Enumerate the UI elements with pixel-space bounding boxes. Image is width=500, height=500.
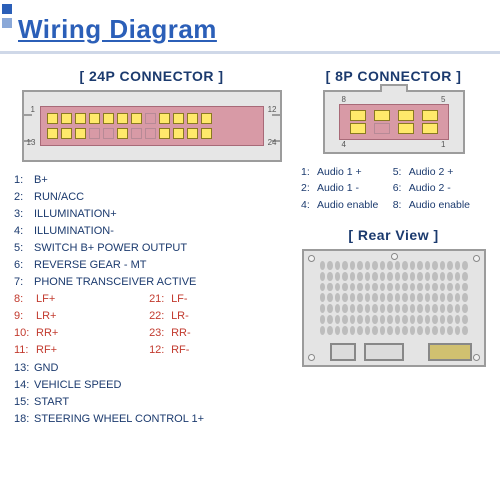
deco-square — [2, 18, 12, 28]
header: Wiring Diagram — [0, 0, 500, 54]
title-rear: [ Rear View ] — [301, 227, 486, 243]
rear-port — [364, 343, 404, 361]
pinlabel-br: 1 — [441, 140, 445, 149]
title-24p: [ 24P CONNECTOR ] — [14, 68, 289, 84]
pinlabel-bl: 4 — [342, 140, 346, 149]
rear-port — [428, 343, 472, 361]
rear-port — [330, 343, 356, 361]
col-8p: [ 8P CONNECTOR ] 8 5 4 1 1:Audio 1 + 5:A… — [301, 64, 486, 428]
pinrow-bottom — [350, 123, 438, 134]
notch — [380, 84, 408, 92]
pinlabel-tr: 5 — [441, 95, 445, 104]
page-title: Wiring Diagram — [18, 14, 500, 45]
pinlabel-tl: 1 — [31, 105, 35, 114]
content: [ 24P CONNECTOR ] 1 12 13 24 1:B+ 2:RUN/… — [0, 54, 500, 428]
rear-view — [302, 249, 486, 367]
pin-body: 1 12 13 24 — [40, 106, 264, 146]
pinlabel-tl: 8 — [342, 95, 346, 104]
connector-24p: 1 12 13 24 — [22, 90, 282, 162]
pinlabel-tr: 12 — [268, 105, 277, 114]
pinlabel-bl: 13 — [27, 138, 36, 147]
deco-square — [2, 4, 12, 14]
connector-8p: 8 5 4 1 — [323, 90, 465, 154]
rear-view-section: [ Rear View ] — [301, 227, 486, 367]
pinrow-top — [350, 110, 438, 121]
title-8p: [ 8P CONNECTOR ] — [301, 68, 486, 84]
pinlist-24p: 1:B+ 2:RUN/ACC 3:ILLUMINATION+ 4:ILLUMIN… — [14, 172, 289, 428]
vent-grid — [320, 261, 468, 335]
pinlabel-br: 24 — [268, 138, 277, 147]
pin-body: 8 5 4 1 — [339, 104, 449, 140]
pinrow-bottom — [47, 128, 212, 139]
pinlist-8p: 1:Audio 1 + 5:Audio 2 + 2:Audio 1 - 6:Au… — [301, 164, 486, 213]
col-24p: [ 24P CONNECTOR ] 1 12 13 24 1:B+ 2:RUN/… — [14, 64, 289, 428]
pinrow-top — [47, 113, 212, 124]
